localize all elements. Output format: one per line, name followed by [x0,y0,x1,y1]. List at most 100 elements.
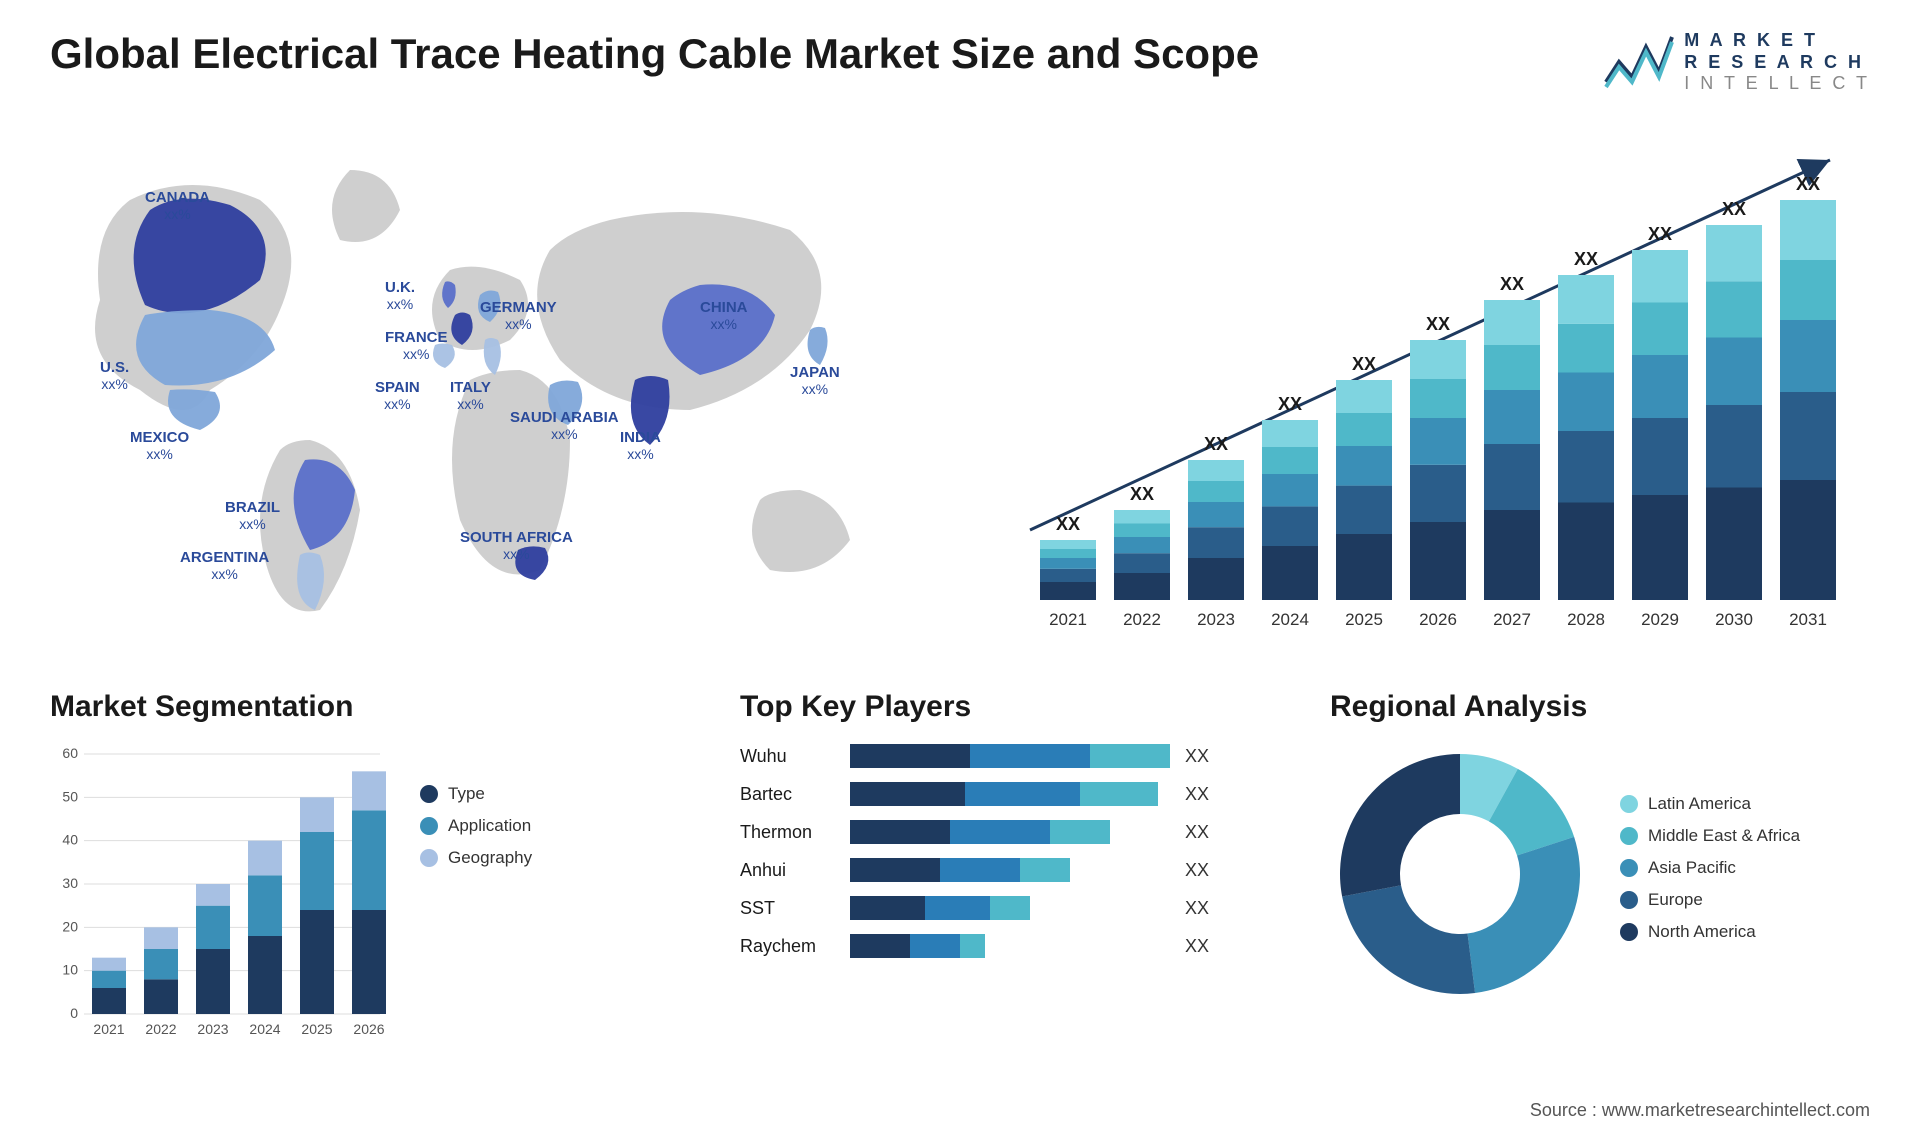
regional-title: Regional Analysis [1330,690,1870,724]
svg-text:2029: 2029 [1641,610,1679,629]
players-title: Top Key Players [740,690,1280,724]
player-bar [850,858,1170,882]
svg-text:2022: 2022 [1123,610,1161,629]
segmentation-legend: Type Application Geography [420,744,532,1044]
player-bar [850,934,1170,958]
svg-text:2021: 2021 [1049,610,1087,629]
svg-text:XX: XX [1648,224,1672,244]
legend-dot [1620,923,1638,941]
map-label: INDIAxx% [620,430,661,463]
player-bar-seg [960,934,985,958]
svg-text:XX: XX [1574,249,1598,269]
regional-legend-item: North America [1620,922,1800,942]
player-bar [850,782,1170,806]
player-row: SSTXX [740,896,1280,920]
segmentation-legend-item: Geography [420,848,532,868]
map-label: BRAZILxx% [225,500,280,533]
svg-text:2028: 2028 [1567,610,1605,629]
logo-line3: I N T E L L E C T [1684,73,1870,95]
legend-label: Latin America [1648,794,1751,814]
logo-line1: M A R K E T [1684,30,1870,52]
segmentation-chart: 0102030405060202120222023202420252026 [50,744,390,1044]
legend-label: Europe [1648,890,1703,910]
svg-text:30: 30 [62,875,78,891]
growth-chart: XX2021XX2022XX2023XX2024XX2025XX2026XX20… [1010,130,1870,650]
logo-line2: R E S E A R C H [1684,52,1870,74]
source-text: Source : www.marketresearchintellect.com [1530,1100,1870,1121]
svg-text:XX: XX [1278,394,1302,414]
player-bar-seg [850,782,965,806]
svg-text:2022: 2022 [145,1021,176,1037]
legend-label: Application [448,816,531,836]
map-label: U.K.xx% [385,280,415,313]
segmentation-section: Market Segmentation 01020304050602021202… [50,690,610,1044]
svg-text:XX: XX [1500,274,1524,294]
player-bar-seg [850,744,970,768]
svg-text:40: 40 [62,832,78,848]
legend-dot [420,849,438,867]
player-row: Wuhu XX [740,744,1280,768]
legend-dot [1620,795,1638,813]
player-bar-seg [990,896,1030,920]
map-label: CANADAxx% [145,190,210,223]
player-bar-seg [850,896,925,920]
svg-text:2023: 2023 [197,1021,228,1037]
player-name: Thermon [740,822,850,843]
player-name: Wuhu [740,746,850,767]
regional-legend: Latin AmericaMiddle East & AfricaAsia Pa… [1620,794,1800,954]
player-bar [850,744,1170,768]
svg-text:XX: XX [1352,354,1376,374]
svg-text:10: 10 [62,962,78,978]
player-row: Anhui XX [740,858,1280,882]
player-bar-seg [910,934,960,958]
svg-text:2027: 2027 [1493,610,1531,629]
player-bar-seg [1050,820,1110,844]
player-bar-seg [940,858,1020,882]
player-name: Anhui [740,860,850,881]
logo-text: M A R K E T R E S E A R C H I N T E L L … [1684,30,1870,95]
map-label: JAPANxx% [790,365,840,398]
player-bar [850,820,1170,844]
player-value: XX [1185,784,1209,805]
svg-text:2026: 2026 [1419,610,1457,629]
map-label: GERMANYxx% [480,300,557,333]
legend-label: Type [448,784,485,804]
player-value: XX [1185,860,1209,881]
player-bar-seg [1080,782,1158,806]
svg-text:XX: XX [1796,174,1820,194]
player-value: XX [1185,746,1209,767]
player-row: Bartec XX [740,782,1280,806]
svg-text:2025: 2025 [301,1021,332,1037]
svg-text:2026: 2026 [353,1021,384,1037]
svg-text:50: 50 [62,788,78,804]
player-bar-seg [850,934,910,958]
map-label: ITALYxx% [450,380,491,413]
player-bar-seg [950,820,1050,844]
svg-text:XX: XX [1204,434,1228,454]
svg-text:XX: XX [1426,314,1450,334]
legend-dot [1620,827,1638,845]
regional-legend-item: Asia Pacific [1620,858,1800,878]
map-label: CHINAxx% [700,300,748,333]
player-value: XX [1185,822,1209,843]
svg-text:2025: 2025 [1345,610,1383,629]
svg-text:0: 0 [70,1005,78,1021]
legend-label: Geography [448,848,532,868]
player-bar-seg [1020,858,1070,882]
svg-text:XX: XX [1130,484,1154,504]
map-label: FRANCExx% [385,330,448,363]
regional-legend-item: Europe [1620,890,1800,910]
player-value: XX [1185,936,1209,957]
player-name: Bartec [740,784,850,805]
growth-svg: XX2021XX2022XX2023XX2024XX2025XX2026XX20… [1010,130,1870,650]
header: Global Electrical Trace Heating Cable Ma… [50,30,1870,95]
map-label: ARGENTINAxx% [180,550,269,583]
page-title: Global Electrical Trace Heating Cable Ma… [50,30,1259,78]
player-bar-seg [850,858,940,882]
segmentation-legend-item: Type [420,784,532,804]
legend-label: North America [1648,922,1756,942]
legend-dot [420,817,438,835]
player-bar-seg [1090,744,1170,768]
player-name: Raychem [740,936,850,957]
segmentation-title: Market Segmentation [50,690,610,724]
